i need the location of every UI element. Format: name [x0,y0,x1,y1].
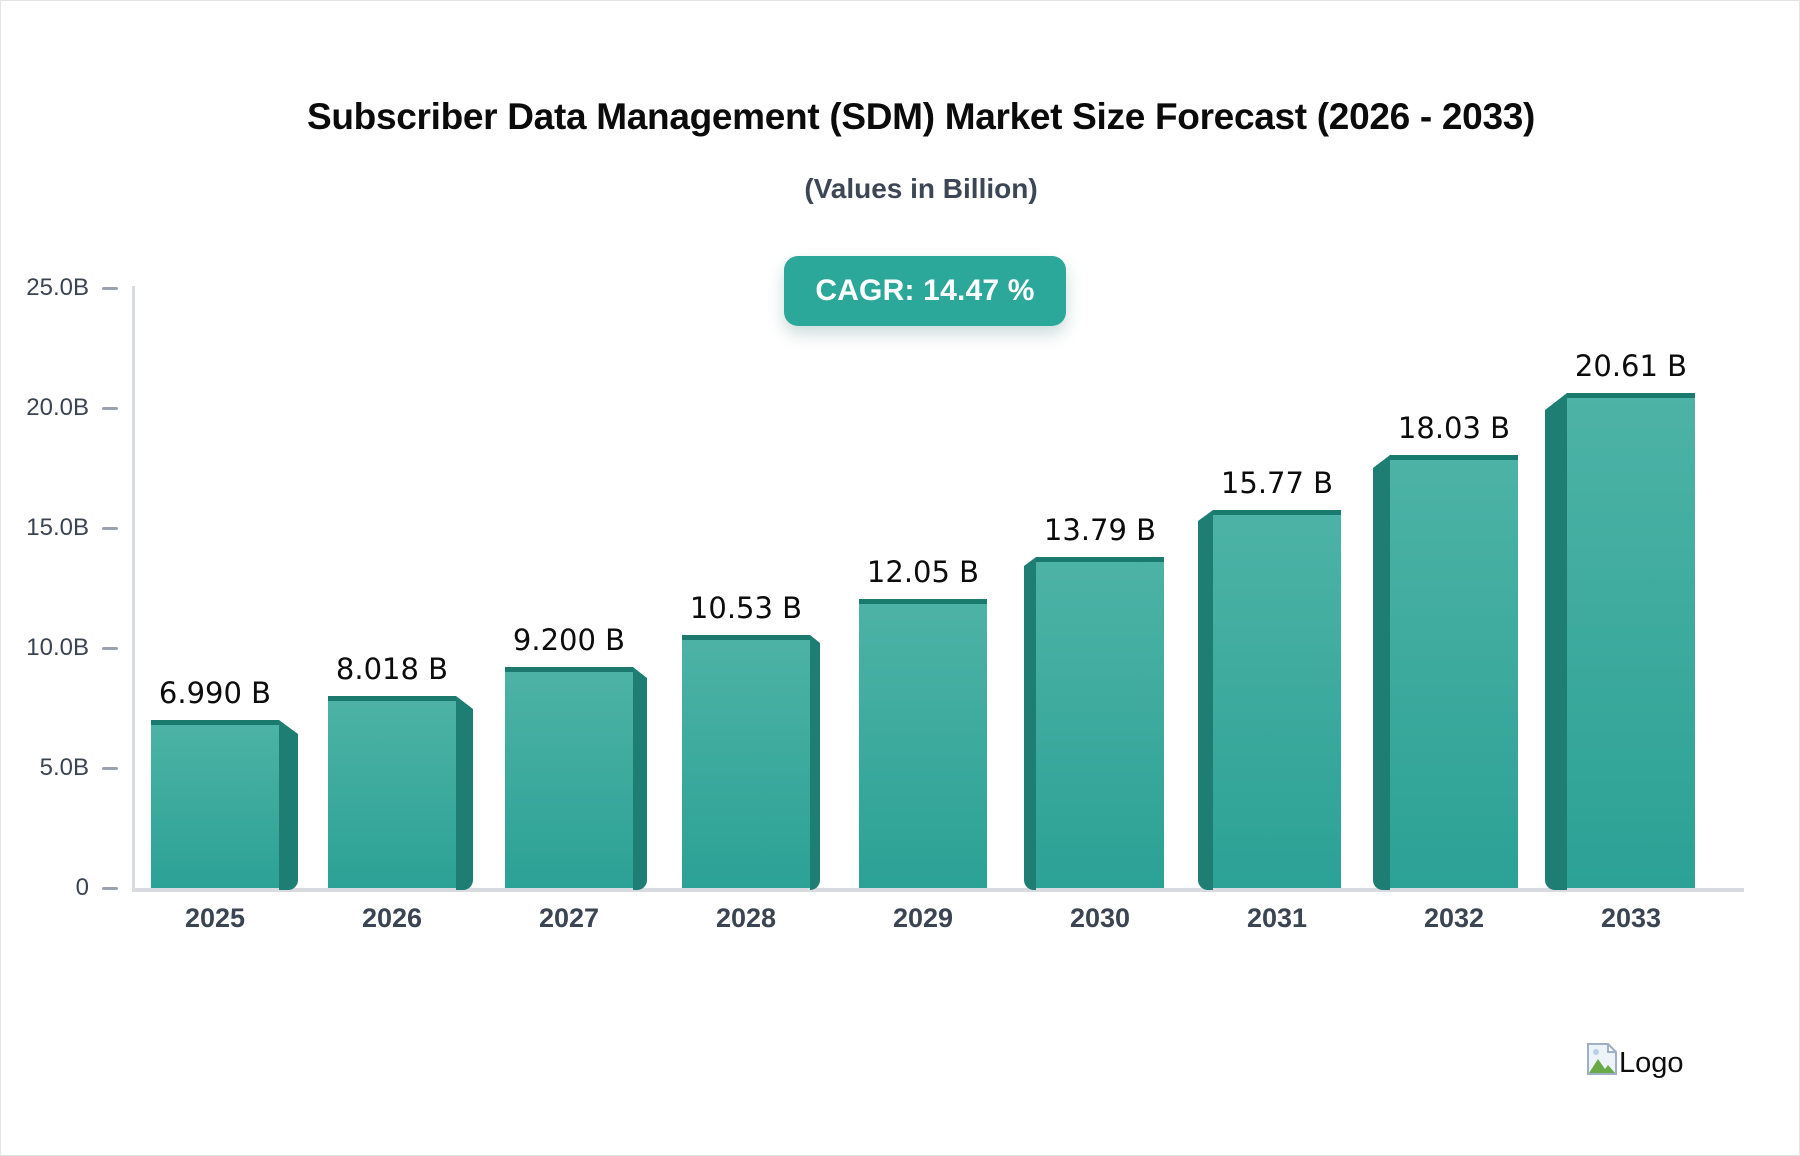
bar-value-label: 10.53 B [689,591,803,625]
x-axis-label: 2025 [184,903,246,933]
bar-side-face [633,667,647,678]
bar [1036,557,1164,888]
x-axis-label: 2028 [715,903,777,933]
bar-side-face [1545,410,1567,890]
bar-side-face [1024,566,1036,890]
bar [859,599,987,888]
y-axis-tick-mark [102,887,118,890]
bar-top-edge [1390,455,1518,460]
bar-side-face [1024,557,1036,566]
y-axis-tick-mark [102,287,118,290]
bar-side-face [633,678,647,890]
x-axis-label: 2030 [1069,903,1131,933]
y-axis-tick-label: 15.0B [26,514,89,541]
bar-top-edge [151,720,279,725]
bar [505,667,633,888]
x-axis-label: 2031 [1246,903,1308,933]
x-axis-label: 2026 [361,903,423,933]
bar-value-label: 13.79 B [1043,513,1157,547]
x-axis-line [132,888,1744,892]
bar-side-face [1545,393,1567,410]
bar [1390,455,1518,888]
y-axis-tick-mark [102,407,118,410]
bar-side-face [810,635,820,643]
bar-side-face [1373,468,1390,890]
bar [328,696,456,888]
y-axis-tick-mark [102,527,118,530]
y-axis-line [132,286,135,892]
bar-value-label: 15.77 B [1220,466,1334,500]
bar-value-label: 9.200 B [512,623,626,657]
bar-top-edge [1213,510,1341,515]
bar-top-edge [859,599,987,604]
x-axis-label: 2027 [538,903,600,933]
bar-side-face [279,734,298,890]
bar [1567,393,1695,888]
x-axis-label: 2029 [892,903,954,933]
bar-value-label: 12.05 B [866,555,980,589]
chart-subtitle: (Values in Billion) [804,173,1038,204]
bar-value-label: 18.03 B [1397,411,1511,445]
chart-title: Subscriber Data Management (SDM) Market … [306,96,1536,137]
bar-side-face [1373,455,1390,468]
bar-side-face [810,643,820,890]
bar-top-edge [682,635,810,640]
y-axis-tick-mark [102,767,118,770]
y-axis-tick-label: 5.0B [39,754,89,781]
x-axis-label: 2033 [1600,903,1662,933]
x-axis-label: 2032 [1423,903,1485,933]
y-axis-tick-label: 10.0B [26,634,89,661]
bar-side-face [456,709,473,890]
logo-alt-text: Logo [1619,1047,1684,1079]
bar-value-label: 8.018 B [335,652,449,686]
bar-side-face [1198,521,1213,890]
logo: Logo [1587,1041,1747,1091]
bar-value-label: 20.61 B [1574,349,1688,383]
bar-value-label: 6.990 B [158,676,272,710]
y-axis-tick-label: 25.0B [26,274,89,301]
y-axis-tick-label: 0 [75,874,89,901]
bar-top-edge [1567,393,1695,398]
bar-side-face [279,720,298,734]
bar [682,635,810,888]
y-axis-tick-mark [102,647,118,650]
bar-top-edge [505,667,633,672]
bar-side-face [1198,510,1213,521]
bar [1213,510,1341,888]
bar [151,720,279,888]
bar-top-edge [328,696,456,701]
bar-top-edge [1036,557,1164,562]
broken-image-icon [1587,1043,1617,1075]
cagr-badge: CAGR: 14.47 % [784,256,1066,326]
bar-side-face [456,696,473,709]
y-axis-tick-label: 20.0B [26,394,89,421]
